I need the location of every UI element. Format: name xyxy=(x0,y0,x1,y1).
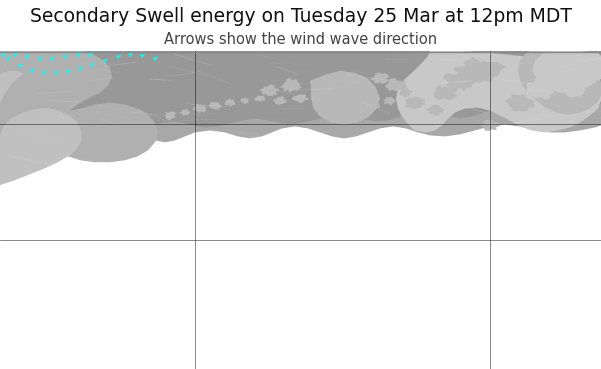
Polygon shape xyxy=(279,78,302,93)
Polygon shape xyxy=(0,51,601,150)
Polygon shape xyxy=(165,111,176,120)
Polygon shape xyxy=(523,78,558,99)
Polygon shape xyxy=(313,91,326,100)
Polygon shape xyxy=(459,98,480,108)
Polygon shape xyxy=(358,81,371,91)
Polygon shape xyxy=(518,51,601,114)
Polygon shape xyxy=(370,102,380,108)
Polygon shape xyxy=(2,47,67,78)
Polygon shape xyxy=(334,97,345,104)
Polygon shape xyxy=(0,61,158,162)
Polygon shape xyxy=(343,86,358,96)
Polygon shape xyxy=(542,68,566,83)
Polygon shape xyxy=(549,94,572,107)
Polygon shape xyxy=(0,48,72,81)
Polygon shape xyxy=(396,51,601,132)
Polygon shape xyxy=(532,51,601,93)
Polygon shape xyxy=(109,56,131,69)
Polygon shape xyxy=(454,57,506,82)
Polygon shape xyxy=(404,96,427,110)
Polygon shape xyxy=(73,57,106,75)
Polygon shape xyxy=(29,45,69,62)
Polygon shape xyxy=(0,46,30,63)
Polygon shape xyxy=(254,95,266,102)
Polygon shape xyxy=(240,97,249,104)
Polygon shape xyxy=(291,94,309,103)
Polygon shape xyxy=(592,71,601,81)
Polygon shape xyxy=(347,104,362,112)
Polygon shape xyxy=(0,61,100,106)
Polygon shape xyxy=(179,109,190,116)
Polygon shape xyxy=(370,73,389,84)
Polygon shape xyxy=(89,51,114,67)
Polygon shape xyxy=(426,105,445,116)
Polygon shape xyxy=(444,71,477,91)
Polygon shape xyxy=(325,80,344,92)
Polygon shape xyxy=(225,99,235,107)
Polygon shape xyxy=(310,71,380,124)
Text: Arrows show the wind wave direction: Arrows show the wind wave direction xyxy=(164,32,437,47)
Polygon shape xyxy=(385,78,407,92)
Polygon shape xyxy=(383,97,395,105)
Polygon shape xyxy=(564,85,586,98)
Polygon shape xyxy=(505,94,534,112)
Polygon shape xyxy=(0,51,112,106)
Polygon shape xyxy=(0,55,15,71)
Polygon shape xyxy=(319,103,331,109)
Polygon shape xyxy=(47,50,93,72)
Polygon shape xyxy=(482,81,519,104)
Polygon shape xyxy=(208,101,221,110)
Polygon shape xyxy=(0,108,82,185)
Text: Secondary Swell energy on Tuesday 25 Mar at 12pm MDT: Secondary Swell energy on Tuesday 25 Mar… xyxy=(29,7,572,26)
Polygon shape xyxy=(433,86,459,100)
Polygon shape xyxy=(574,76,596,86)
Polygon shape xyxy=(273,96,287,105)
Polygon shape xyxy=(260,84,279,97)
Polygon shape xyxy=(0,48,72,81)
Polygon shape xyxy=(481,120,500,131)
Polygon shape xyxy=(192,104,207,113)
Polygon shape xyxy=(400,88,413,97)
Polygon shape xyxy=(0,51,601,135)
